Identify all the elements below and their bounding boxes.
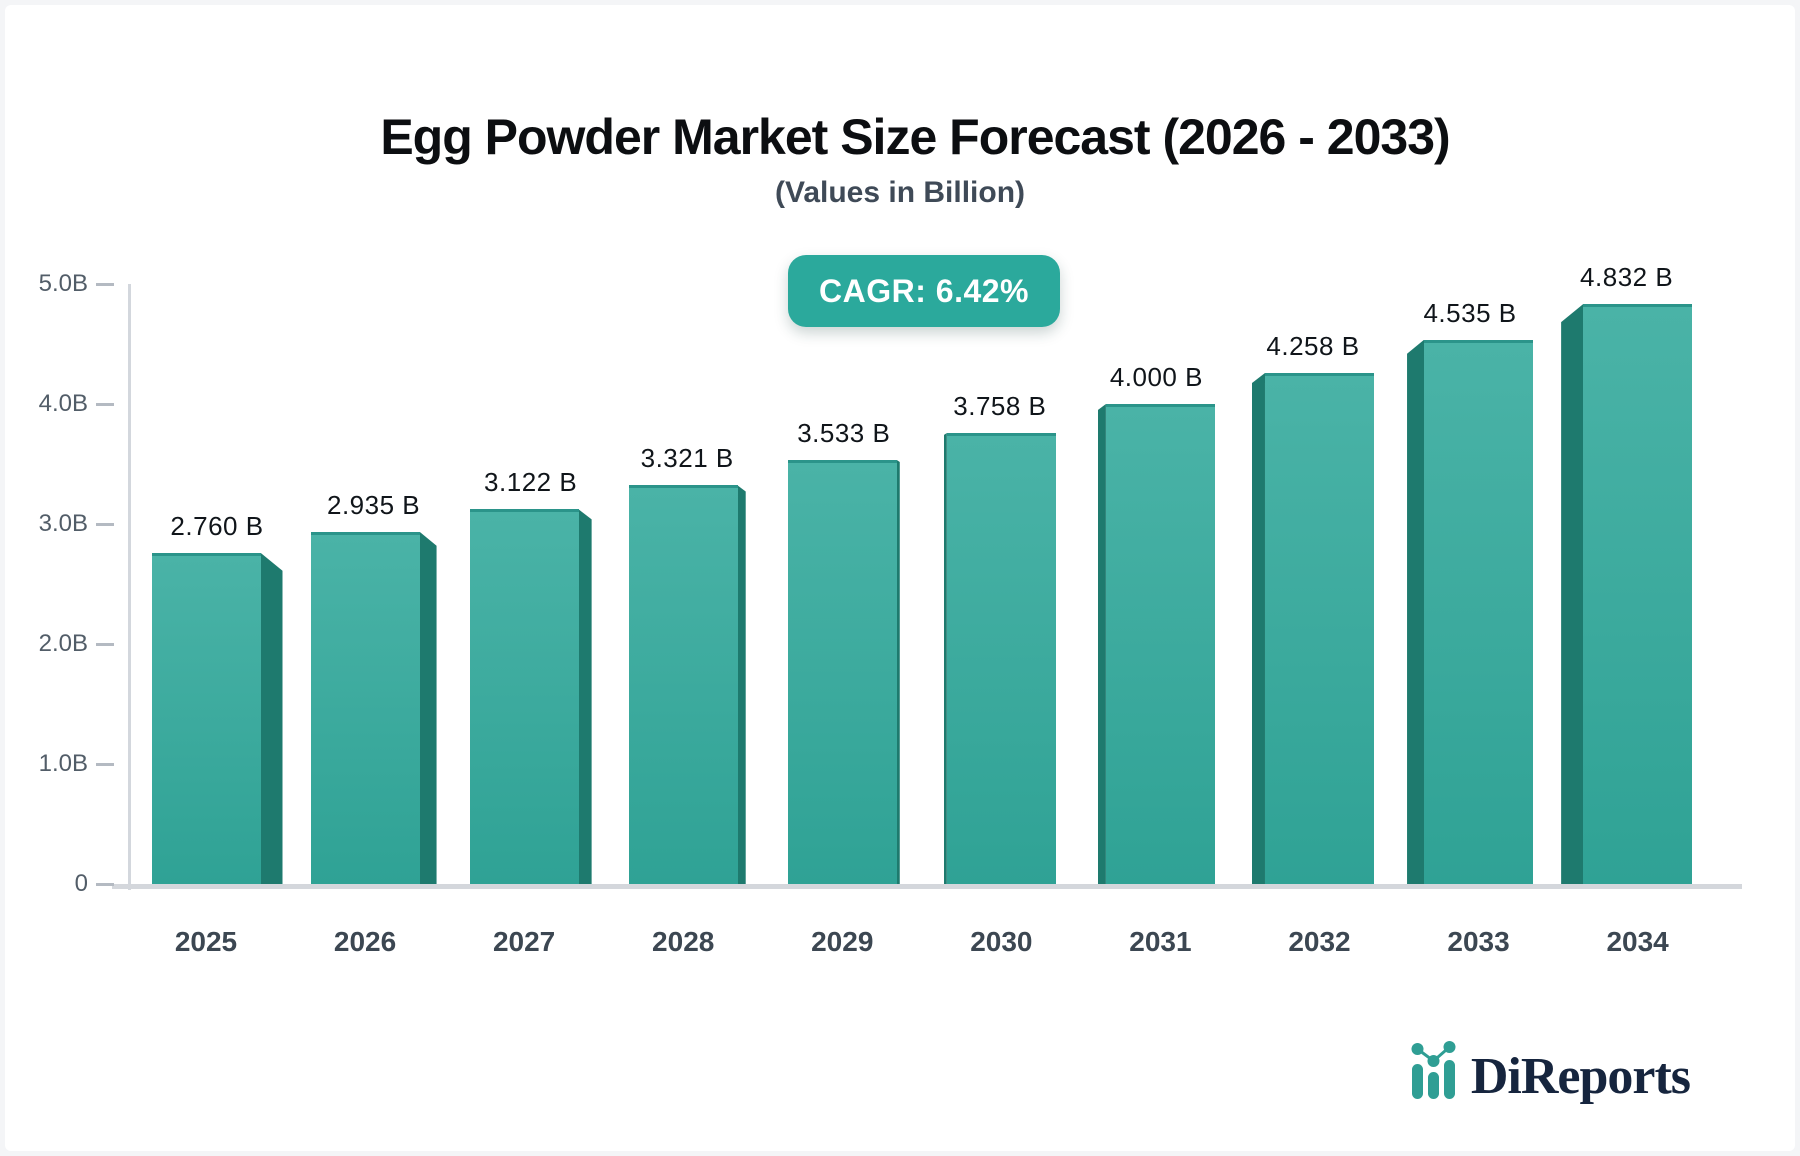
bar-value-label: 4.000 B <box>1109 362 1203 392</box>
bar-3d-side <box>896 460 900 884</box>
x-axis-label: 2025 <box>174 926 238 957</box>
logo-text: DiReports <box>1470 1048 1691 1105</box>
x-axis-label: 2033 <box>1447 926 1510 957</box>
bar <box>1424 339 1534 884</box>
x-axis-label: 2028 <box>652 926 715 957</box>
bar-3d-side <box>1251 373 1265 884</box>
bar-value-label: 2.935 B <box>326 489 421 520</box>
bar <box>1105 404 1215 884</box>
cagr-badge-label: CAGR: 6.42% <box>819 272 1029 309</box>
y-axis-label: 3.0B <box>38 510 88 537</box>
bar-line-chart-icon <box>1411 1041 1456 1099</box>
bar-3d-side <box>737 485 746 884</box>
bar-3d-side <box>1097 404 1106 884</box>
bar-3d-side <box>1561 304 1584 884</box>
bar-value-label: 3.533 B <box>797 418 891 449</box>
x-axis-label: 2027 <box>492 926 556 957</box>
x-axis-label: 2029 <box>811 926 874 957</box>
y-axis-tick <box>96 883 114 886</box>
chart-title: Egg Powder Market Size Forecast (2026 - … <box>380 109 1450 165</box>
y-axis-label: 2.0B <box>38 630 88 657</box>
bar-value-label: 2.760 B <box>170 510 264 541</box>
bar-value-label: 3.321 B <box>640 443 734 474</box>
bar <box>787 460 897 884</box>
x-axis-label: 2031 <box>1129 926 1192 957</box>
bar <box>628 485 738 884</box>
bar-value-label: 4.258 B <box>1266 331 1360 362</box>
bar-3d-side <box>419 531 437 884</box>
y-axis-label: 1.0B <box>38 750 88 777</box>
direports-logo: DiReports <box>1411 1036 1691 1105</box>
x-axis-label: 2026 <box>333 926 397 957</box>
x-axis-line <box>112 884 1742 889</box>
cagr-badge: CAGR: 6.42% <box>788 255 1060 327</box>
bar-3d-side <box>260 552 283 884</box>
chart-subtitle: (Values in Billion) <box>774 176 1026 209</box>
bar <box>1264 373 1374 884</box>
y-axis-tick <box>96 763 114 766</box>
x-axis-label: 2034 <box>1606 926 1669 957</box>
bar <box>1583 304 1693 884</box>
y-axis-line <box>128 284 131 890</box>
y-axis-label: 0 <box>74 870 88 897</box>
bar-3d-side <box>578 509 592 884</box>
bar <box>946 433 1056 884</box>
y-axis-label: 5.0B <box>38 270 88 297</box>
bar-value-label: 3.122 B <box>484 467 578 498</box>
y-axis-tick <box>96 403 114 406</box>
bar-3d-side <box>1407 339 1425 884</box>
bar <box>310 531 420 884</box>
bar-value-label: 4.832 B <box>1580 262 1674 293</box>
bar-value-label: 4.535 B <box>1423 297 1517 328</box>
y-axis-tick <box>96 643 114 646</box>
bar <box>469 509 579 884</box>
y-axis-label: 4.0B <box>38 390 88 417</box>
y-axis-tick <box>96 283 114 286</box>
bar-3d-side <box>943 433 947 884</box>
y-axis-tick <box>96 523 114 526</box>
bar <box>151 552 261 884</box>
x-axis-label: 2032 <box>1288 926 1351 957</box>
bar-value-label: 3.758 B <box>953 391 1047 422</box>
x-axis-label: 2030 <box>970 926 1033 957</box>
